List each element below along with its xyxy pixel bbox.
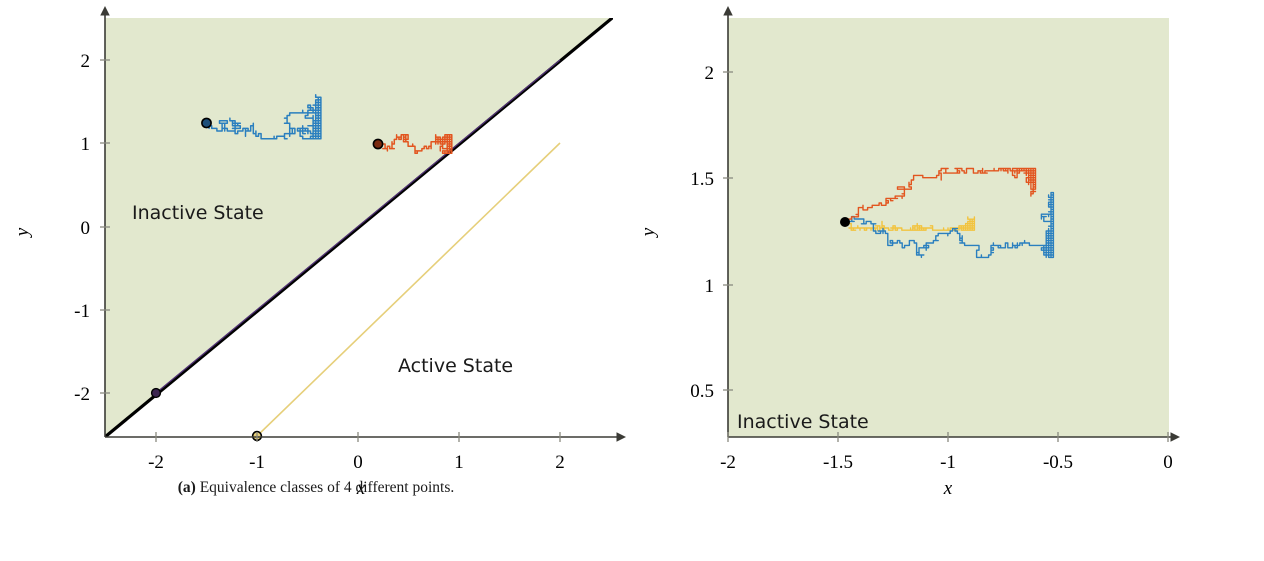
random-walk-red-b	[841, 167, 1037, 223]
x-tick-label-b-4: 0	[1163, 452, 1173, 473]
x-tick-label-b-3: -0.5	[1043, 452, 1073, 473]
random-walk-red-a	[377, 134, 453, 154]
caption-a-prefix: (a)	[177, 479, 196, 496]
marker-red-start-a	[372, 138, 384, 150]
caption-a: (a) Equivalence classes of 4 different p…	[0, 479, 632, 497]
y-ticks-a	[100, 59, 110, 394]
purple-equivalence-line	[155, 59, 561, 394]
marker-blue-start-a	[201, 117, 212, 129]
x-ticks-b	[727, 432, 1169, 442]
gold-equivalence-line	[256, 142, 561, 437]
x-tick-label-b-1: -1.5	[823, 452, 853, 473]
x-tick-label-b-0: -2	[720, 452, 736, 473]
region-label-inactive-b: Inactive State	[737, 411, 869, 433]
x-tick-label-a-2: 0	[353, 452, 363, 473]
x-tick-label-a-3: 1	[454, 452, 464, 473]
marker-purple-start-a	[150, 387, 162, 399]
x-tick-label-a-4: 2	[555, 452, 565, 473]
x-tick-label-a-1: -1	[249, 452, 265, 473]
region-label-inactive-a: Inactive State	[132, 202, 264, 224]
panel-a-plot: -2 -1 0 1 2 2 1 0 -1 -2 x y Inactive Sta…	[12, 5, 626, 499]
y-tick-label-b-0: 2	[705, 63, 715, 84]
y-tick-label-a-4: -2	[74, 384, 90, 405]
panel-b-plot: -2 -1.5 -1 -0.5 0 2 1.5 1 0.5 x y Inacti…	[638, 5, 1180, 499]
y-tick-label-b-2: 1	[705, 276, 715, 297]
y-axis-title-a: y	[12, 227, 33, 238]
x-axis-title-b: x	[943, 478, 953, 499]
x-tick-label-b-2: -1	[940, 452, 956, 473]
y-ticks-b	[723, 71, 733, 391]
boundary-line-y-equals-x	[105, 18, 613, 437]
panel-b: -2 -1.5 -1 -0.5 0 2 1.5 1 0.5 x y Inacti…	[632, 0, 1264, 505]
panel-a: -2 -1 0 1 2 2 1 0 -1 -2 x y Inactive Sta…	[0, 0, 632, 505]
y-tick-label-a-1: 1	[81, 134, 91, 155]
marker-common-start-b	[840, 217, 850, 227]
random-walk-blue-a	[205, 93, 322, 140]
random-walk-yellow-b	[841, 216, 976, 231]
region-inactive-b	[728, 18, 1169, 437]
random-walk-blue-b	[843, 191, 1055, 259]
region-label-active-a: Active State	[398, 355, 513, 377]
caption-a-text: Equivalence classes of 4 different point…	[199, 479, 455, 496]
y-tick-label-b-1: 1.5	[690, 169, 714, 190]
y-tick-label-b-3: 0.5	[690, 381, 714, 402]
x-ticks-a	[155, 432, 561, 442]
y-axis-title-b: y	[638, 227, 659, 238]
y-tick-label-a-2: 0	[81, 218, 91, 239]
y-tick-label-a-0: 2	[81, 51, 91, 72]
y-tick-label-a-3: -1	[74, 301, 90, 322]
x-tick-label-a-0: -2	[148, 452, 164, 473]
x-axis-title-a: x	[356, 478, 366, 499]
